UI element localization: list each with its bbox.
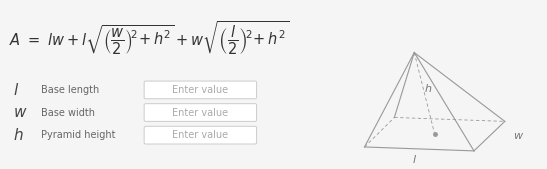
Text: Enter value: Enter value [172, 85, 229, 95]
Text: $l$: $l$ [412, 153, 417, 165]
Text: $A \ = \ lw+l\sqrt{\left(\dfrac{w}{2}\right)^{\!2}\!+h^2}+w\sqrt{\left(\dfrac{l}: $A \ = \ lw+l\sqrt{\left(\dfrac{w}{2}\ri… [9, 20, 289, 57]
Text: $l$: $l$ [13, 82, 20, 98]
FancyBboxPatch shape [144, 81, 257, 99]
Text: Pyramid height: Pyramid height [41, 130, 115, 140]
Text: Base length: Base length [41, 85, 100, 95]
Text: $w$: $w$ [13, 105, 28, 119]
FancyBboxPatch shape [144, 126, 257, 144]
Text: $w$: $w$ [513, 131, 524, 141]
Text: $h$: $h$ [13, 127, 24, 143]
Text: Enter value: Enter value [172, 130, 229, 140]
Text: $h$: $h$ [424, 82, 433, 94]
FancyBboxPatch shape [144, 104, 257, 121]
Text: Enter value: Enter value [172, 107, 229, 117]
Text: Base width: Base width [41, 107, 95, 117]
